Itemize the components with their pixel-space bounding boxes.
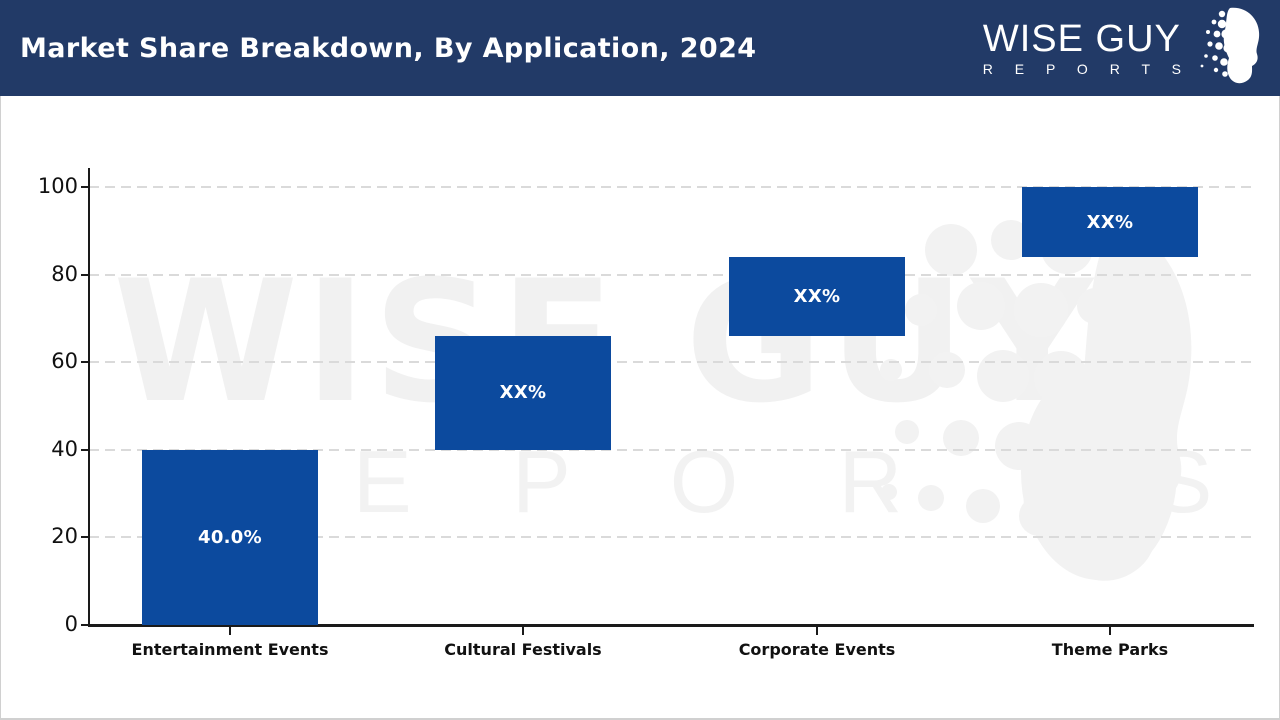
y-axis-tick-mark	[81, 536, 88, 539]
y-axis-tick-mark	[81, 361, 88, 364]
x-axis-tick-mark	[1109, 627, 1111, 635]
y-axis-tick-label: 0	[64, 612, 78, 636]
y-axis-tick-label: 40	[51, 436, 78, 461]
y-axis-tick-label: 80	[51, 261, 78, 286]
x-axis-tick-mark	[229, 627, 231, 635]
gridline	[89, 448, 1253, 451]
y-axis-tick-label: 60	[51, 349, 78, 374]
y-axis-tick-mark	[81, 273, 88, 276]
y-axis-tick-mark	[81, 624, 88, 626]
brand-name: WISE GUY	[982, 18, 1181, 60]
bar-segment: XX%	[729, 257, 905, 336]
bar-segment: XX%	[435, 335, 611, 450]
header-bar: Market Share Breakdown, By Application, …	[0, 0, 1280, 96]
brand-subname: R E P O R T S	[982, 61, 1190, 77]
y-axis-tick-label: 100	[37, 174, 78, 198]
y-axis-tick-mark	[81, 448, 88, 451]
x-axis-category-label: Corporate Events	[738, 640, 896, 659]
y-axis-line	[88, 168, 90, 627]
bar-value-label: 40.0%	[198, 526, 262, 548]
bar-value-label: XX%	[1086, 211, 1134, 233]
gridline	[89, 273, 1253, 276]
bar-segment: XX%	[1022, 187, 1198, 258]
brand-logo-text: WISE GUY R E P O R T S	[974, 20, 1190, 76]
x-axis-category-label: Theme Parks	[1051, 640, 1169, 659]
bar-value-label: XX%	[499, 382, 547, 404]
x-axis-category-label: Entertainment Events	[131, 640, 329, 659]
x-axis-tick-mark	[522, 627, 524, 635]
bar-segment: 40.0%	[142, 449, 318, 625]
brand-logo: WISE GUY R E P O R T S	[974, 4, 1264, 92]
y-axis-tick-mark	[81, 186, 88, 188]
gridline	[89, 536, 1253, 539]
x-axis-category-label: Cultural Festivals	[444, 640, 602, 659]
y-axis-tick-label: 20	[51, 524, 78, 549]
chart-title: Market Share Breakdown, By Application, …	[20, 32, 757, 64]
gridline	[89, 361, 1253, 364]
x-axis-tick-mark	[816, 627, 818, 635]
bar-value-label: XX%	[793, 285, 841, 307]
brand-face-icon	[1192, 4, 1264, 92]
gridline	[89, 186, 1253, 188]
x-axis-line	[88, 624, 1254, 627]
